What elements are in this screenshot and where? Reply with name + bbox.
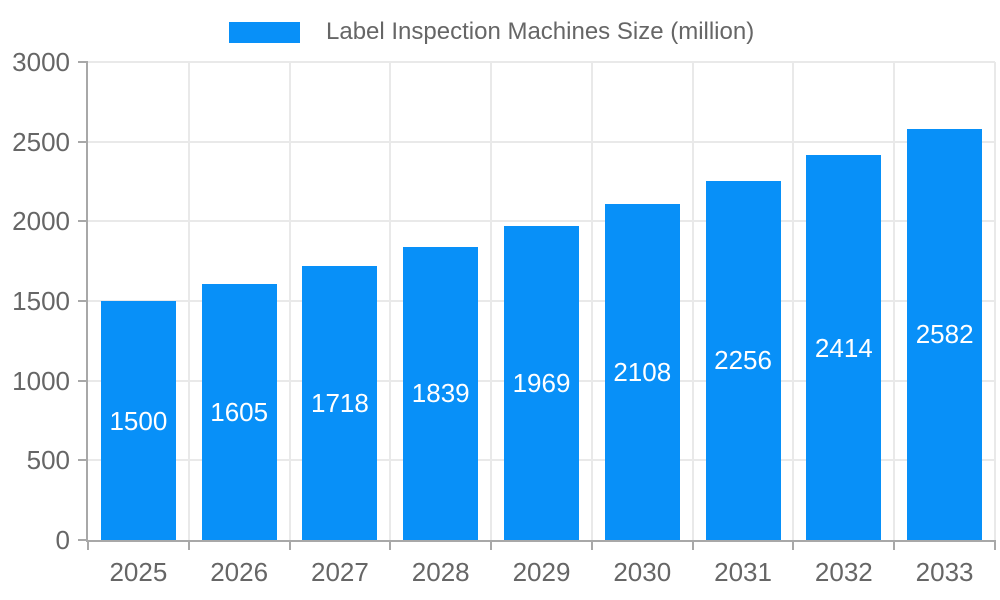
y-tick-label: 2000 xyxy=(12,206,70,237)
bar-value-label: 1718 xyxy=(311,388,369,419)
x-axis-tick xyxy=(187,540,190,550)
gridline-vertical xyxy=(691,62,694,540)
bar-2028[interactable] xyxy=(403,246,479,540)
legend-swatch xyxy=(229,21,300,43)
bar-value-label: 1839 xyxy=(411,378,470,409)
bar-value-label: 2414 xyxy=(814,332,873,363)
legend-label: Label Inspection Machines Size (million) xyxy=(326,18,755,45)
bar-value-label: 1605 xyxy=(210,397,269,428)
gridline-vertical xyxy=(893,62,896,540)
x-axis-tick xyxy=(490,540,493,550)
y-axis-tick xyxy=(78,61,88,63)
y-axis-tick xyxy=(78,140,88,143)
bar-value-label: 2582 xyxy=(915,319,974,350)
x-tick-label: 2028 xyxy=(411,557,470,587)
y-axis-tick xyxy=(78,220,88,223)
y-tick-label: 1000 xyxy=(12,365,70,396)
y-tick-label: 3000 xyxy=(12,47,70,77)
bar-value-label: 1969 xyxy=(512,368,571,399)
x-tick-label: 2027 xyxy=(311,557,369,587)
gridline-vertical xyxy=(490,62,493,540)
bar-2032[interactable] xyxy=(806,155,882,540)
gridline-vertical xyxy=(994,62,996,540)
x-tick-label: 2026 xyxy=(210,557,269,587)
x-tick-label: 2032 xyxy=(814,557,873,587)
y-axis-tick xyxy=(78,379,88,382)
gridline-vertical xyxy=(288,62,291,540)
bar-2033[interactable] xyxy=(907,128,983,540)
bar-2025[interactable] xyxy=(100,301,176,540)
bar-2027[interactable] xyxy=(302,266,378,540)
y-axis-tick xyxy=(78,539,88,541)
bar-2026[interactable] xyxy=(201,284,277,540)
bar-2030[interactable] xyxy=(604,204,680,540)
gridline-vertical xyxy=(187,62,190,540)
gridline-vertical xyxy=(590,62,593,540)
x-tick-label: 2030 xyxy=(613,557,672,587)
x-axis-tick xyxy=(691,540,694,550)
y-axis-tick xyxy=(78,300,88,302)
bar-2029[interactable] xyxy=(504,226,579,540)
gridline-horizontal xyxy=(88,140,995,143)
x-axis-tick xyxy=(590,540,593,550)
bar-value-label: 1500 xyxy=(109,405,168,436)
x-tick-label: 2029 xyxy=(512,557,571,587)
gridline-horizontal xyxy=(88,220,995,223)
x-tick-label: 2031 xyxy=(714,557,772,587)
y-axis-tick xyxy=(78,459,88,462)
gridline-vertical xyxy=(792,62,795,540)
x-axis-tick xyxy=(994,540,996,550)
y-axis-line xyxy=(86,62,88,542)
y-tick-label: 0 xyxy=(55,525,70,555)
x-axis-tick xyxy=(288,540,291,550)
bar-2031[interactable] xyxy=(705,180,781,540)
x-axis-tick xyxy=(792,540,795,550)
bar-value-label: 2108 xyxy=(613,357,672,388)
gridline-vertical xyxy=(389,62,392,540)
x-tick-label: 2025 xyxy=(109,557,168,587)
y-tick-label: 2500 xyxy=(12,126,70,157)
x-axis-line xyxy=(86,540,995,542)
legend-item[interactable]: Label Inspection Machines Size (million) xyxy=(229,18,754,46)
gridline-horizontal xyxy=(88,61,995,63)
x-axis-tick xyxy=(389,540,392,550)
bar-value-label: 2256 xyxy=(714,345,772,376)
y-tick-label: 500 xyxy=(26,445,70,476)
x-axis-tick xyxy=(87,540,89,550)
y-tick-label: 1500 xyxy=(12,286,70,316)
x-tick-label: 2033 xyxy=(915,557,974,587)
x-axis-tick xyxy=(893,540,896,550)
